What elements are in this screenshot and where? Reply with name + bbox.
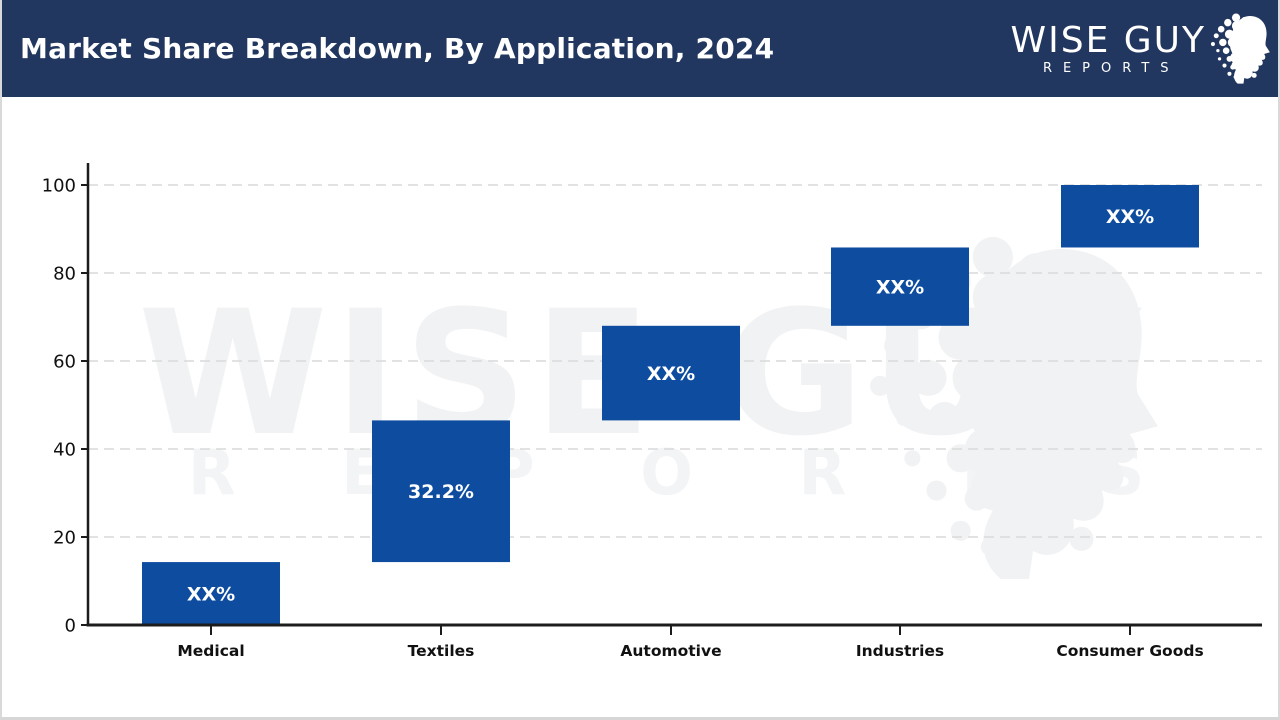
- bar-value-label: XX%: [876, 277, 924, 299]
- bar-consumer-goods: [1061, 185, 1199, 248]
- wise-guy-logo: WISE GUY REPORTS: [1011, 6, 1275, 92]
- logo-head-profile-icon: [1210, 13, 1270, 84]
- x-category-label: Automotive: [620, 642, 721, 660]
- logo-sub-text: REPORTS: [1042, 61, 1180, 76]
- bar-textiles: [372, 420, 510, 563]
- x-category-label: Textiles: [408, 642, 475, 660]
- x-category-label: Consumer Goods: [1056, 642, 1203, 660]
- bar-industries: [831, 247, 969, 326]
- logo-brand-text: WISE GUY: [1010, 20, 1206, 61]
- bar-value-label: XX%: [187, 584, 235, 606]
- logo-text: WISE GUY REPORTS: [1010, 20, 1207, 76]
- page-title: Market Share Breakdown, By Application, …: [20, 32, 775, 65]
- bar-value-label: 32.2%: [408, 481, 474, 503]
- bar-value-label: XX%: [1106, 206, 1154, 228]
- y-tick-label: 40: [53, 440, 76, 461]
- x-category-label: Industries: [856, 642, 944, 660]
- bar-value-label: XX%: [647, 363, 695, 385]
- header-bar: Market Share Breakdown, By Application, …: [0, 0, 1280, 97]
- y-tick-label: 80: [53, 264, 76, 285]
- x-category-label: Medical: [177, 642, 244, 660]
- bar-automotive: [602, 325, 740, 421]
- y-tick-label: 20: [53, 528, 76, 549]
- y-tick-label: 100: [42, 176, 76, 197]
- y-tick-label: 0: [65, 616, 76, 637]
- bar-medical: [142, 562, 280, 625]
- y-tick-label: 60: [53, 352, 76, 373]
